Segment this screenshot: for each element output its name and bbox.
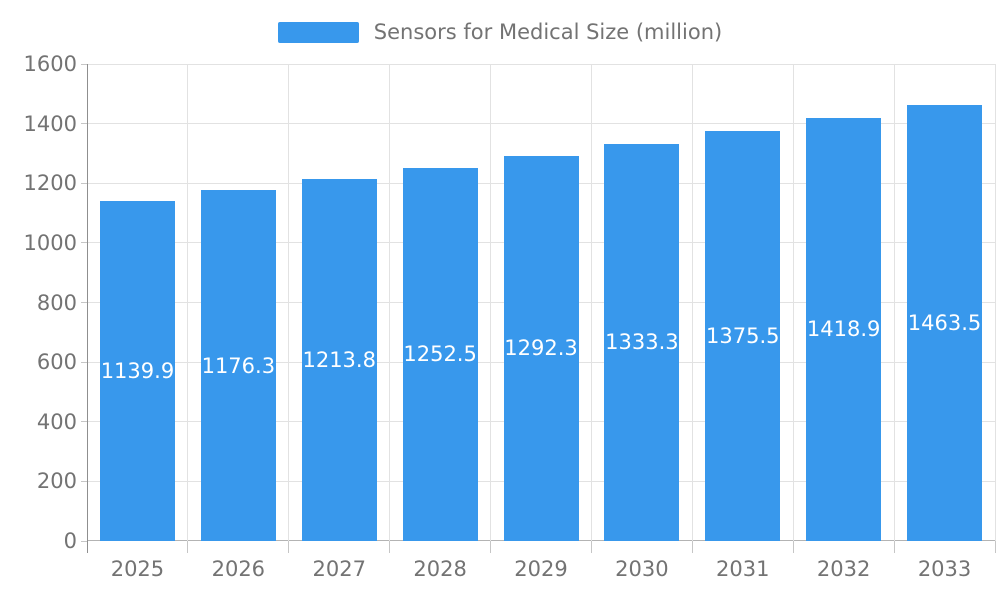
v-gridline xyxy=(893,64,895,541)
x-tick-label: 2029 xyxy=(514,557,568,581)
y-axis-tick xyxy=(81,540,87,542)
y-tick-label: 200 xyxy=(36,469,77,494)
y-tick-label: 800 xyxy=(36,290,77,315)
x-axis-tick xyxy=(994,541,996,553)
y-tick-label: 0 xyxy=(63,529,77,553)
y-axis-tick xyxy=(81,182,87,184)
bar xyxy=(503,155,579,541)
x-tick-label: 2025 xyxy=(110,557,165,581)
v-gridline xyxy=(288,64,290,541)
x-axis-tick xyxy=(691,541,693,553)
legend-swatch-icon xyxy=(277,21,359,43)
bar xyxy=(402,167,478,541)
x-tick-label: 2028 xyxy=(413,557,467,581)
x-tick-label: 2033 xyxy=(917,557,972,581)
bar-value-label: 1213.8 xyxy=(302,348,376,373)
x-axis-tick xyxy=(792,541,794,553)
x-axis-tick xyxy=(490,541,492,553)
y-tick-label: 1000 xyxy=(23,230,77,255)
x-axis-tick xyxy=(893,541,895,553)
y-axis-tick xyxy=(81,242,87,244)
v-gridline xyxy=(590,64,592,541)
bar-value-label: 1292.3 xyxy=(504,336,578,361)
y-tick-label: 1400 xyxy=(23,111,77,136)
y-tick-label: 400 xyxy=(36,409,77,434)
y-axis-tick xyxy=(81,302,87,303)
bar xyxy=(705,130,781,541)
v-gridline xyxy=(994,64,996,541)
plot-area: 0 200 400 600 800 1000 1200 1400 1600 1139.9 2025 1… xyxy=(24,52,996,581)
v-gridline xyxy=(389,64,391,541)
x-tick-label: 2031 xyxy=(716,557,770,581)
bar-value-label: 1418.9 xyxy=(806,317,881,342)
bar-value-label: 1139.9 xyxy=(100,359,175,384)
y-axis-tick xyxy=(81,123,87,125)
h-gridline xyxy=(87,63,995,65)
bar-value-label: 1463.5 xyxy=(907,310,982,335)
bar xyxy=(99,201,175,541)
v-gridline xyxy=(792,64,794,541)
x-tick-label: 2026 xyxy=(211,557,266,581)
v-gridline xyxy=(490,64,492,541)
x-tick-label: 2027 xyxy=(312,557,366,581)
y-tick-label: 600 xyxy=(36,350,77,375)
bar-value-label: 1176.3 xyxy=(201,353,276,378)
y-tick-label: 1200 xyxy=(23,171,77,196)
x-axis-tick xyxy=(389,541,391,553)
bar xyxy=(907,104,983,541)
x-tick-label: 2032 xyxy=(816,557,871,581)
bar xyxy=(200,190,276,541)
y-axis-line xyxy=(87,64,88,553)
x-tick-label: 2030 xyxy=(615,557,669,581)
x-axis-tick xyxy=(590,541,592,553)
y-axis-tick xyxy=(81,361,87,363)
y-axis-tick xyxy=(81,63,87,65)
v-gridline xyxy=(187,64,189,541)
x-axis-tick xyxy=(288,541,290,553)
h-gridline xyxy=(87,123,995,125)
legend-item[interactable]: Sensors for Medical Size (million) xyxy=(0,20,1000,44)
bar-value-label: 1375.5 xyxy=(706,323,780,348)
legend-label: Sensors for Medical Size (million) xyxy=(373,20,723,44)
y-axis-tick xyxy=(81,480,87,482)
v-gridline xyxy=(691,64,693,541)
bar-value-label: 1333.3 xyxy=(605,330,679,355)
x-axis-tick xyxy=(187,541,189,553)
y-axis-tick xyxy=(81,421,87,423)
bar-value-label: 1252.5 xyxy=(403,342,477,367)
bar xyxy=(806,117,882,541)
bar xyxy=(604,143,680,541)
y-tick-label: 1600 xyxy=(23,52,77,76)
bar xyxy=(301,179,377,541)
